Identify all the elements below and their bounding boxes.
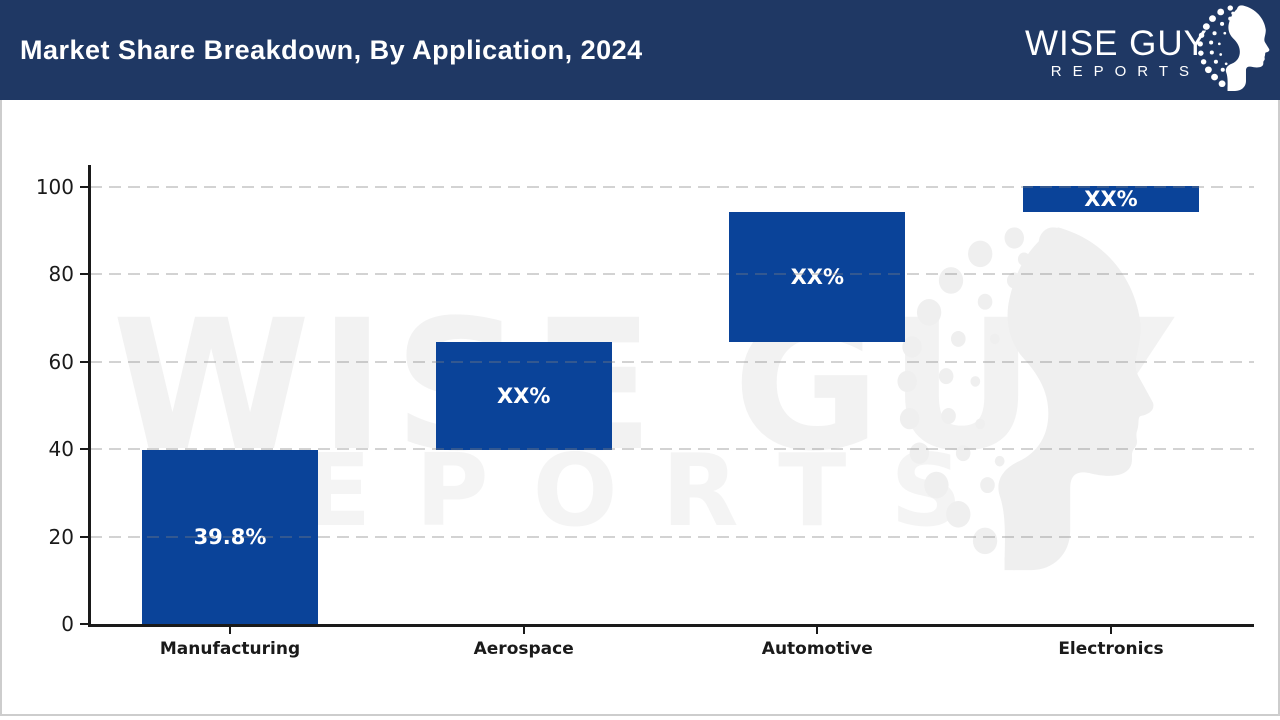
header-bar: Market Share Breakdown, By Application, … xyxy=(0,0,1280,100)
gridline-20 xyxy=(90,535,1254,538)
watermark-dotted-head-icon xyxy=(878,222,1170,594)
y-tick-label-20: 20 xyxy=(48,524,74,549)
y-tick-label-40: 40 xyxy=(48,437,74,461)
gridline-80 xyxy=(90,273,1254,275)
x-category-label-aerospace: Aerospace xyxy=(473,639,574,659)
y-tick-label-0: 0 xyxy=(61,612,74,636)
brand-logo-text: WISE GUY xyxy=(1024,24,1208,63)
bar-electronics: XX% xyxy=(1023,185,1199,212)
bar-value-label: XX% xyxy=(496,383,551,408)
brand-logo: WISE GUY REPORTS xyxy=(1025,0,1280,100)
dotted-head-icon xyxy=(1192,4,1274,97)
y-tick-0 xyxy=(80,623,88,625)
y-axis-line xyxy=(88,165,91,626)
x-category-label-automotive: Automotive xyxy=(761,639,873,659)
y-tick-label-100: 100 xyxy=(35,174,74,199)
y-tick-40 xyxy=(80,448,88,450)
x-axis-line xyxy=(88,624,1254,627)
x-tick-aerospace xyxy=(522,626,525,634)
y-tick-label-60: 60 xyxy=(48,349,74,374)
x-tick-electronics xyxy=(1110,626,1112,634)
bar-automotive: XX% xyxy=(729,211,906,342)
x-tick-automotive xyxy=(816,626,819,634)
gridline-100 xyxy=(90,185,1254,188)
gridline-60 xyxy=(90,360,1254,363)
bar-manufacturing: 39.8% xyxy=(142,449,318,624)
chart-title: Market Share Breakdown, By Application, … xyxy=(20,34,643,65)
y-tick-label-80: 80 xyxy=(48,262,74,286)
y-tick-80 xyxy=(80,273,88,275)
bar-aerospace: XX% xyxy=(435,341,612,450)
y-tick-60 xyxy=(80,360,88,363)
y-tick-100 xyxy=(80,185,88,188)
brand-logo-subtext: REPORTS xyxy=(1050,63,1200,80)
gridline-40 xyxy=(90,448,1254,450)
y-tick-20 xyxy=(80,535,88,538)
x-category-label-manufacturing: Manufacturing xyxy=(159,639,301,659)
x-tick-manufacturing xyxy=(229,626,231,634)
x-category-label-electronics: Electronics xyxy=(1058,639,1164,659)
bar-value-label: XX% xyxy=(790,264,845,289)
bar-value-label: XX% xyxy=(1084,186,1138,211)
bar-value-label: 39.8% xyxy=(193,524,267,549)
